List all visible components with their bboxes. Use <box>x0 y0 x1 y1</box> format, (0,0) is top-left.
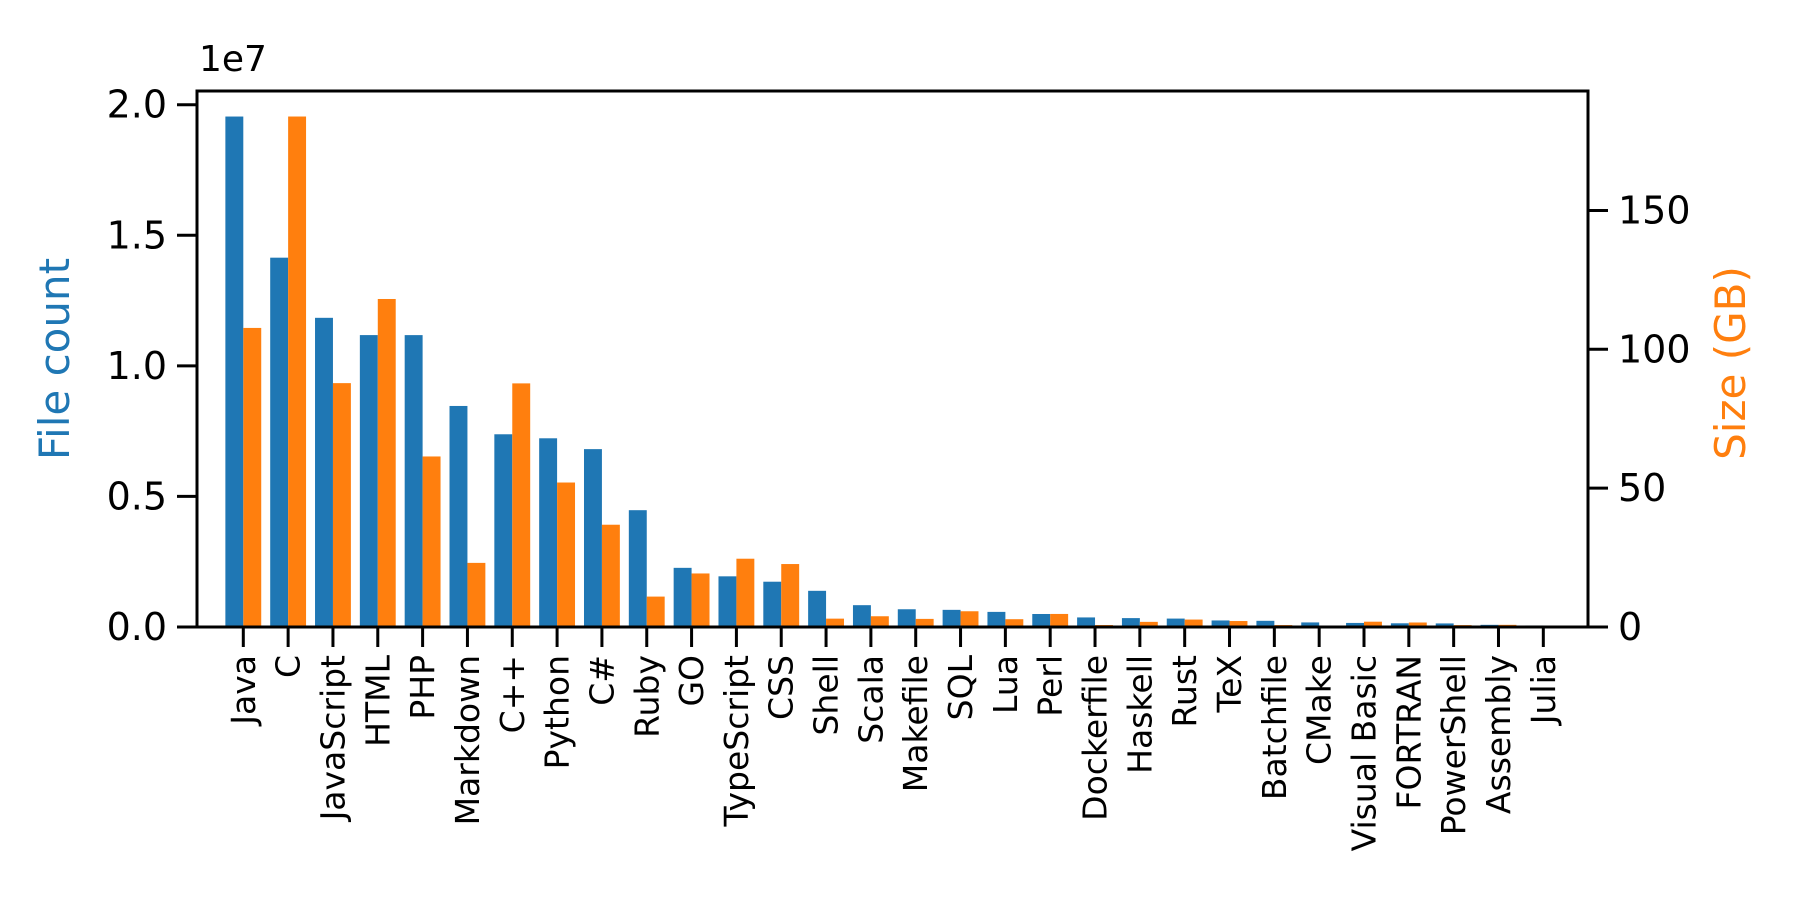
bar-size-gb-perl <box>1050 613 1069 627</box>
left-y-tick-label: 1.5 <box>107 213 167 257</box>
bar-file-count-c <box>270 257 289 627</box>
bar-file-count-go <box>673 567 692 627</box>
bar-file-count-rust <box>1166 618 1185 627</box>
bar-file-count-visual-basic <box>1346 622 1364 627</box>
left-y-tick-label: 0.5 <box>107 474 167 518</box>
x-tick-label-tex: TeX <box>1210 655 1249 713</box>
x-tick-label-javascript: JavaScript <box>313 655 352 822</box>
x-tick-label-ruby: Ruby <box>627 655 666 738</box>
x-tick-label-visual-basic: Visual Basic <box>1345 655 1384 851</box>
bar-size-gb-ruby <box>646 596 665 627</box>
x-tick-label-julia: Julia <box>1524 655 1563 726</box>
bar-file-count-scala <box>852 605 871 627</box>
bar-size-gb-makefile <box>915 618 934 627</box>
x-tick-label-c: C <box>269 655 308 678</box>
bar-file-count-php <box>404 335 423 627</box>
x-tick-label-go: GO <box>672 655 711 707</box>
bar-size-gb-typescript <box>736 558 755 627</box>
x-tick-label-fortran: FORTRAN <box>1389 655 1428 810</box>
x-tick-label-java: Java <box>224 655 263 727</box>
bar-size-gb-scala <box>870 616 889 627</box>
bar-file-count-dockerfile <box>1077 617 1096 627</box>
x-tick-label-makefile: Makefile <box>896 655 935 792</box>
x-tick-label-php: PHP <box>403 655 442 720</box>
bar-file-count-lua <box>987 611 1006 627</box>
bar-size-gb-go <box>691 573 710 627</box>
bar-file-count-typescript <box>718 576 737 627</box>
bar-size-gb-tex <box>1229 621 1248 627</box>
bar-size-gb-shell <box>826 618 844 627</box>
left-y-tick-label: 1.0 <box>107 344 167 388</box>
bar-size-gb-c <box>512 383 531 627</box>
x-tick-label-shell: Shell <box>807 655 846 736</box>
bar-size-gb-sql <box>960 611 979 627</box>
right-y-tick-label: 0 <box>1618 605 1642 649</box>
x-tick-label-css: CSS <box>762 655 801 720</box>
bar-size-gb-javascript <box>332 383 351 627</box>
bar-file-count-html <box>359 335 378 627</box>
bar-file-count-haskell <box>1121 618 1140 627</box>
x-tick-label-haskell: Haskell <box>1120 655 1159 774</box>
bar-file-count-cmake <box>1301 622 1320 627</box>
bar-size-gb-java <box>243 327 262 627</box>
bar-size-gb-markdown <box>467 562 486 627</box>
bar-size-gb-fortran <box>1408 622 1427 627</box>
x-tick-label-rust: Rust <box>1165 655 1204 728</box>
bar-size-gb-rust <box>1184 619 1203 627</box>
bar-size-gb-php <box>422 456 441 627</box>
bar-file-count-c <box>494 434 513 627</box>
right-y-tick-label: 100 <box>1618 327 1691 371</box>
bar-size-gb-lua <box>1005 619 1024 627</box>
right-y-tick-label: 150 <box>1618 188 1691 232</box>
x-tick-label-typescript: TypeScript <box>717 655 756 828</box>
x-tick-label-c: C++ <box>493 655 532 733</box>
bar-file-count-tex <box>1211 620 1230 627</box>
x-tick-label-cmake: CMake <box>1300 655 1339 765</box>
left-axis-title: File count <box>30 257 79 461</box>
right-y-tick-label: 50 <box>1618 466 1666 510</box>
left-axis-offset-label: 1e7 <box>199 39 267 80</box>
x-tick-label-perl: Perl <box>1031 655 1070 717</box>
x-tick-label-batchfile: Batchfile <box>1255 655 1294 800</box>
x-tick-label-scala: Scala <box>851 655 890 744</box>
bar-size-gb-haskell <box>1139 621 1158 627</box>
bar-file-count-markdown <box>449 405 468 627</box>
x-tick-label-lua: Lua <box>986 655 1025 714</box>
plot-border <box>195 89 1590 629</box>
bar-file-count-fortran <box>1390 623 1409 627</box>
bar-size-gb-c <box>601 524 620 627</box>
bar-size-gb-visual-basic <box>1364 621 1382 627</box>
x-tick-label-sql: SQL <box>941 654 980 720</box>
left-y-tick-label: 0.0 <box>107 605 167 649</box>
bar-file-count-c <box>583 449 602 627</box>
bar-size-gb-python <box>557 482 576 627</box>
x-tick-label-assembly: Assembly <box>1479 655 1518 814</box>
bar-file-count-shell <box>808 590 827 627</box>
bar-file-count-makefile <box>897 609 916 627</box>
x-tick-label-python: Python <box>538 655 577 769</box>
bar-size-gb-css <box>781 564 800 627</box>
x-tick-label-powershell: PowerShell <box>1434 655 1473 835</box>
bar-size-gb-html <box>377 298 396 627</box>
bar-file-count-perl <box>1032 613 1051 627</box>
x-tick-label-markdown: Markdown <box>448 655 487 825</box>
bar-file-count-ruby <box>628 510 647 627</box>
bar-file-count-python <box>539 438 558 627</box>
bar-file-count-css <box>763 581 782 627</box>
left-y-tick-label: 2.0 <box>107 83 167 127</box>
bar-file-count-batchfile <box>1256 620 1275 627</box>
bar-file-count-sql <box>942 609 961 627</box>
bar-file-count-powershell <box>1435 623 1454 627</box>
x-tick-label-dockerfile: Dockerfile <box>1076 655 1115 821</box>
bar-size-gb-c <box>288 116 307 628</box>
x-tick-label-html: HTML <box>358 654 397 746</box>
bar-file-count-javascript <box>315 317 333 627</box>
x-tick-label-c: C# <box>582 655 621 706</box>
right-axis-title: Size (GB) <box>1706 266 1755 460</box>
bar-file-count-java <box>225 116 244 628</box>
